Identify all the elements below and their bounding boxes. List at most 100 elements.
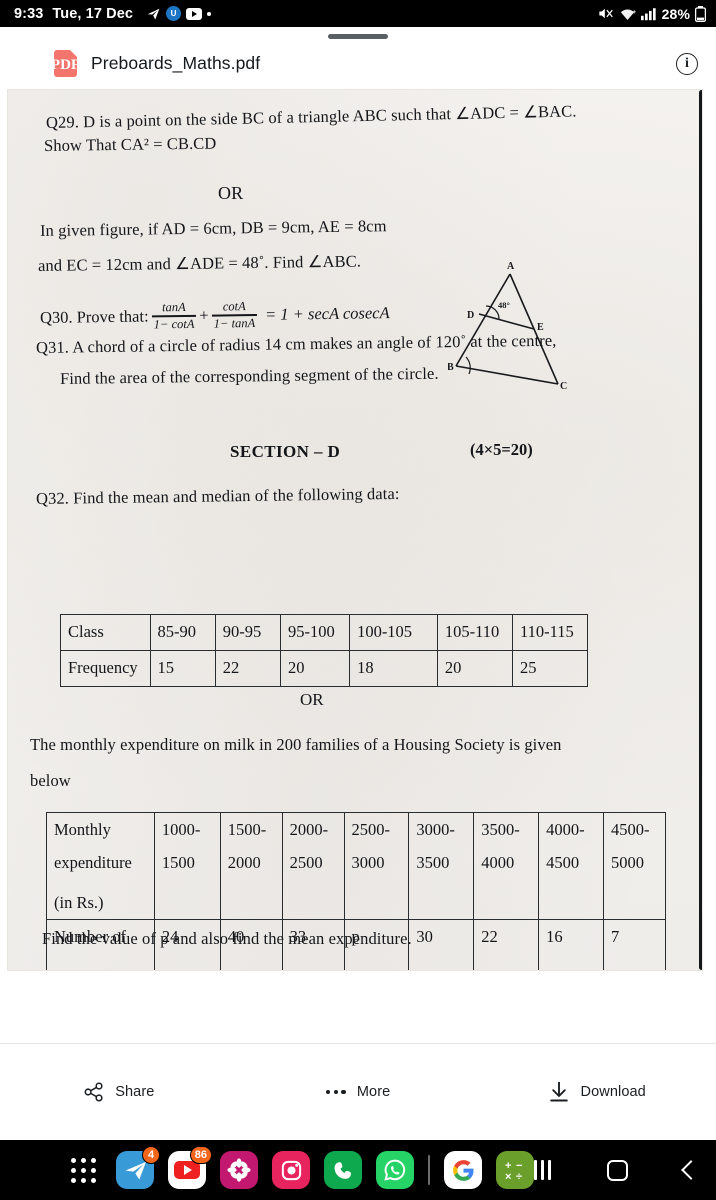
calculator-icon[interactable]: + − × ÷ <box>496 1151 534 1189</box>
t2-range-1-top: 1500- <box>227 820 267 839</box>
q32-prompt: Q32. Find the mean and median of the fol… <box>35 483 400 508</box>
t2-families-4: 30 <box>408 919 475 970</box>
t2-range-1: 1500- 2000 <box>219 811 283 921</box>
svg-text:+: + <box>632 9 636 16</box>
battery-icon <box>695 5 706 22</box>
t2-row-label-families: Number of Families <box>46 919 155 970</box>
q29-line1: Q29. D is a point on the side BC of a tr… <box>45 101 577 132</box>
file-name: Preboards_Maths.pdf <box>91 53 261 73</box>
t1-freq-5: 25 <box>511 650 589 687</box>
t2-families-6: 16 <box>538 919 605 970</box>
flower-app-icon[interactable] <box>220 1151 258 1189</box>
youtube-icon[interactable]: 86 <box>168 1146 212 1189</box>
document-scroll-area[interactable]: Q29. D is a point on the side BC of a tr… <box>0 90 716 975</box>
share-button[interactable]: Share <box>0 1082 239 1102</box>
label-c: C <box>560 381 567 390</box>
q30-fraction-2: cotA 1− tanA <box>211 299 258 330</box>
t2-range-0: 1000- 1500 <box>153 811 221 921</box>
status-bar-left: 9:33 Tue, 17 Dec U <box>14 5 212 22</box>
pdf-viewer-toolbar: PDF Preboards_Maths.pdf i <box>0 27 716 90</box>
q29-line2: Show That CA² = CB.CD <box>43 133 217 155</box>
t2-families-3: p <box>343 919 410 970</box>
t2-families-2: 33 <box>281 919 345 970</box>
dot-icon <box>207 11 212 16</box>
instagram-icon[interactable] <box>272 1151 310 1189</box>
info-icon[interactable]: i <box>676 52 698 75</box>
t1-class-1: 90-95 <box>214 614 281 651</box>
q32-intro-line1: The monthly expenditure on milk in 200 f… <box>30 735 562 754</box>
q30-prefix: Q30. Prove that: <box>39 306 149 327</box>
google-icon[interactable] <box>444 1151 482 1189</box>
expenditure-table: Monthly expenditure (in Rs.) 1000- 1500 … <box>46 811 666 970</box>
telegram-icon[interactable]: 4 <box>116 1146 160 1189</box>
t2-range-2: 2000- 2500 <box>281 811 345 921</box>
t2-range-3-top: 2500- <box>351 820 391 839</box>
t2-families-1: 40 <box>219 919 283 970</box>
whatsapp-icon[interactable] <box>376 1151 414 1189</box>
telegram-badge: 4 <box>142 1146 160 1164</box>
home-icon[interactable] <box>606 1159 628 1181</box>
action-bar: Share More Download <box>0 1044 716 1140</box>
phone-icon[interactable] <box>324 1151 362 1189</box>
drag-handle[interactable] <box>328 34 388 39</box>
q30-frac2-numerator: cotA <box>222 299 246 314</box>
t2-range-7-bottom: 5000 <box>611 853 645 873</box>
section-title: SECTION – D <box>230 442 341 461</box>
t2-range-0-bottom: 1500 <box>161 853 195 873</box>
calculator-glyph: + − × ÷ <box>505 1160 522 1183</box>
q29-line4: and EC = 12cm and ∠ADE = 48˚. Find ∠ABC. <box>37 251 362 275</box>
t2-range-2-top: 2000- <box>289 820 329 839</box>
t2-range-4-bottom: 3500 <box>416 853 450 873</box>
more-button[interactable]: More <box>239 1084 478 1100</box>
pdf-icon-glyph: PDF <box>50 56 81 73</box>
pdf-file-icon: PDF <box>50 50 81 77</box>
pdf-page: Q29. D is a point on the side BC of a tr… <box>8 90 702 970</box>
q32-or: OR <box>300 690 324 709</box>
t1-class-3: 100-105 <box>349 614 438 651</box>
mute-icon <box>599 8 613 19</box>
download-button[interactable]: Download <box>477 1080 716 1104</box>
t2-range-3-bottom: 3000 <box>351 853 385 873</box>
table-row-class: Class 85-90 90-95 95-100 100-105 105-110… <box>60 614 589 651</box>
svg-text:+: + <box>505 1160 511 1172</box>
t2-families-7: 7 <box>603 919 666 970</box>
frequency-table: Class 85-90 90-95 95-100 100-105 105-110… <box>60 614 589 687</box>
t2-label-line2: expenditure <box>54 853 132 873</box>
t1-freq-3: 18 <box>349 650 438 687</box>
status-bar-right: + 28% <box>597 5 706 22</box>
label-e: E <box>537 322 544 333</box>
table-row-frequency: Frequency 15 22 20 18 20 25 <box>60 650 589 687</box>
t2-range-4-top: 3000- <box>416 820 455 839</box>
t2-range-2-bottom: 2500 <box>289 853 323 873</box>
app-drawer-grid <box>70 1157 96 1183</box>
recents-icon[interactable] <box>534 1160 551 1180</box>
more-icon <box>325 1089 346 1095</box>
status-time: 9:33 <box>14 5 44 22</box>
download-label: Download <box>580 1084 646 1100</box>
t1-row-label-frequency: Frequency <box>60 650 151 687</box>
dock-divider <box>428 1155 430 1185</box>
t2-families-5: 22 <box>473 919 540 970</box>
t1-class-4: 105-110 <box>436 614 513 651</box>
telegram-glyph <box>124 1161 146 1180</box>
share-label: Share <box>115 1084 155 1100</box>
t2-families-0: 24 <box>153 919 221 970</box>
status-notification-icons: U <box>146 6 212 21</box>
svg-text:×: × <box>505 1171 511 1183</box>
whatsapp-glyph <box>384 1159 406 1181</box>
youtube-glyph <box>174 1161 200 1179</box>
back-icon[interactable] <box>680 1160 701 1180</box>
t1-row-label-class: Class <box>60 614 151 651</box>
q32-closing: Find the value of p and also find the me… <box>42 929 412 948</box>
label-b: B <box>448 362 454 373</box>
app-drawer-icon[interactable] <box>64 1151 102 1189</box>
page-scrollbar[interactable] <box>699 90 702 970</box>
battery-percent: 28% <box>661 5 690 22</box>
status-date: Tue, 17 Dec <box>52 5 134 22</box>
t2-range-5-top: 3500- <box>481 820 520 839</box>
t1-class-5: 110-115 <box>511 614 589 651</box>
dock-apps: 4 86 <box>0 1146 534 1189</box>
q31-line2: Find the area of the corresponding segme… <box>59 363 439 388</box>
q30-plus: + <box>199 305 209 325</box>
google-glyph <box>452 1159 473 1181</box>
